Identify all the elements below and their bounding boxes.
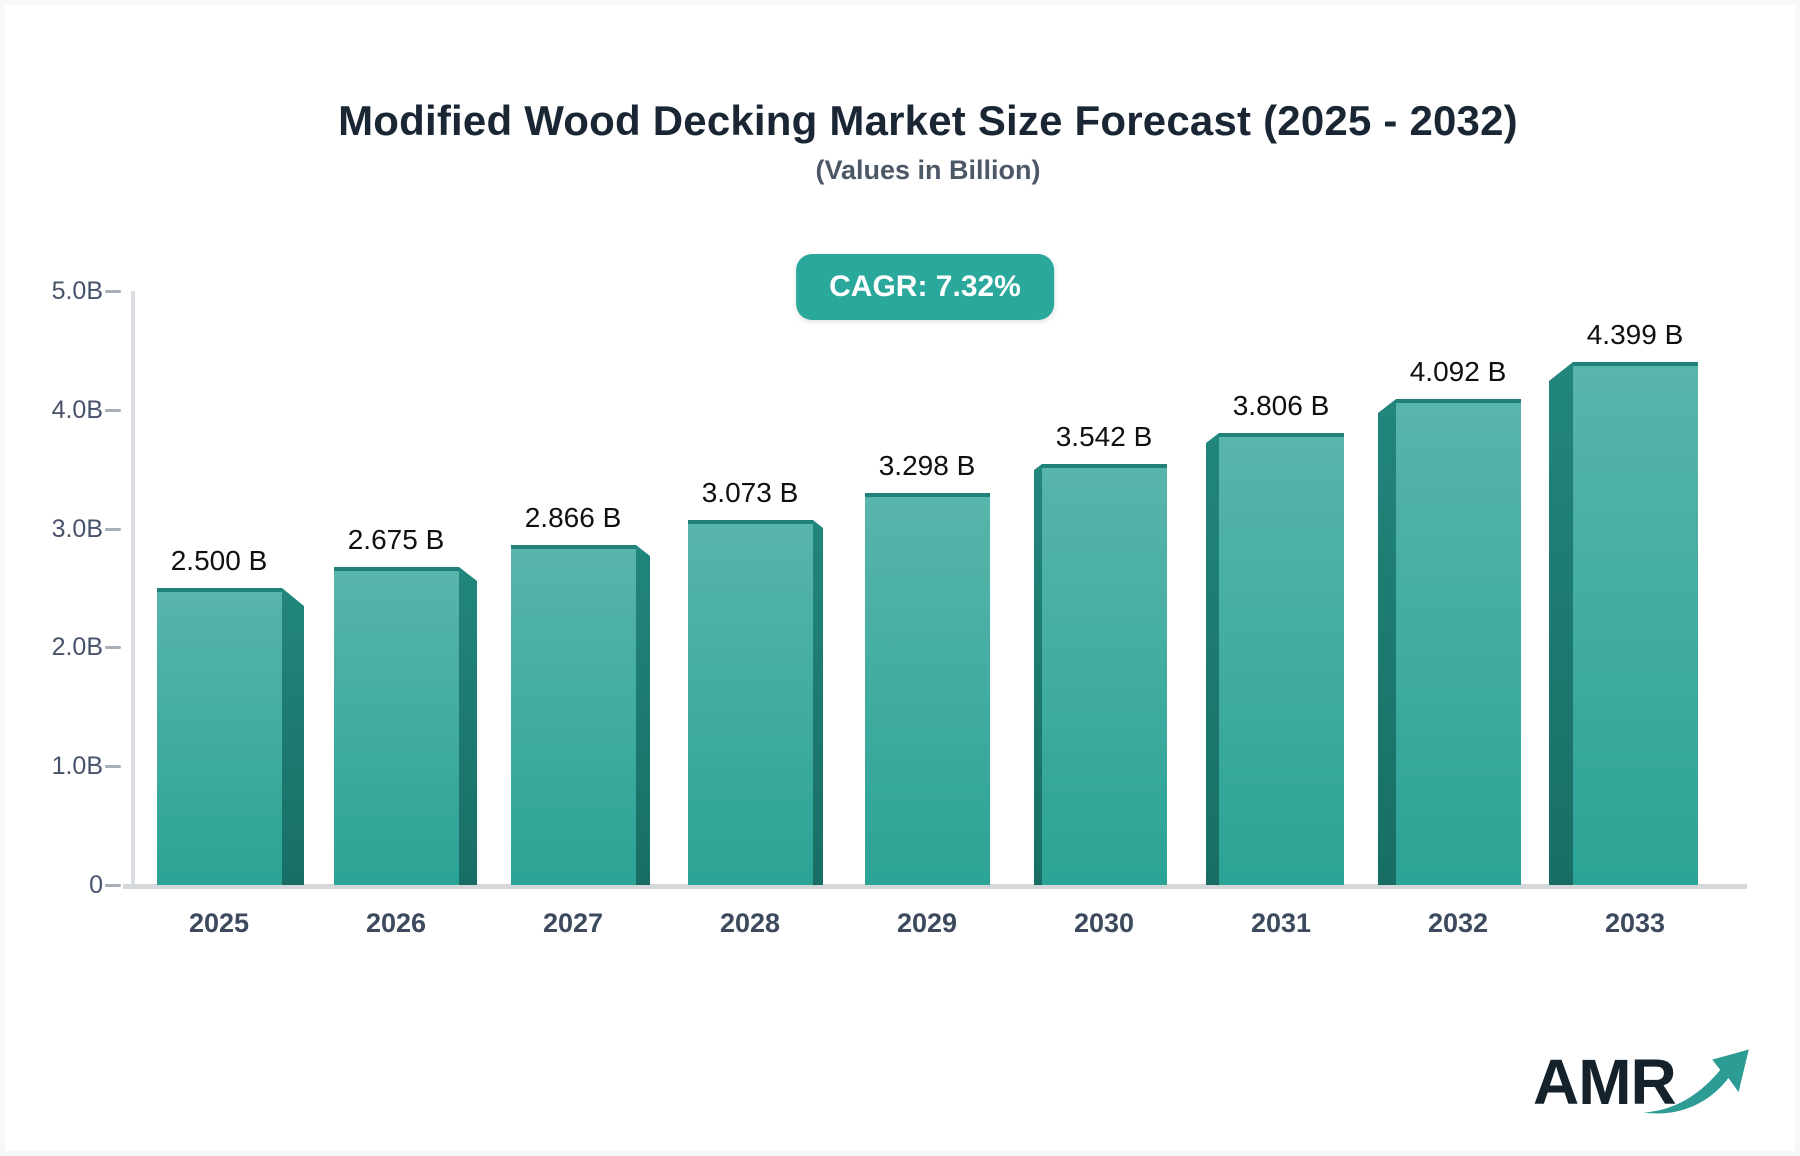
y-tick-label: 5.0B (51, 277, 103, 305)
bar-chart: 5.0B 4.0B 3.0B 2.0B 1.0B 0 2.500 B 2025 2.675 B 2… (5, 5, 1795, 1151)
x-tick-label-2032: 2032 (1427, 908, 1489, 938)
bar-3d-side-2026 (459, 567, 477, 885)
trend-up-arrow-icon (1643, 1049, 1749, 1114)
value-label-2029: 3.298 B (878, 450, 976, 481)
value-label-2030: 3.542 B (1055, 421, 1153, 452)
bar-2026 (334, 567, 459, 885)
bar-2031 (1219, 433, 1344, 885)
x-tick-label-2028: 2028 (719, 908, 781, 938)
value-label-2033: 4.399 B (1586, 319, 1684, 350)
x-tick-label-2033: 2033 (1604, 908, 1666, 938)
y-tick-mark (105, 290, 121, 293)
bar-2025 (157, 588, 282, 885)
chart-canvas: Modified Wood Decking Market Size Foreca… (5, 5, 1795, 1151)
bar-3d-side-2027 (636, 545, 650, 885)
y-tick-mark (105, 409, 121, 412)
x-tick-label-2027: 2027 (542, 908, 604, 938)
amr-logo: AMR (1533, 1045, 1783, 1129)
bar-2032 (1396, 399, 1521, 885)
value-label-2025: 2.500 B (170, 545, 268, 576)
bar-2030 (1042, 464, 1167, 885)
y-tick-label: 3.0B (51, 515, 103, 543)
bar-3d-side-2025 (282, 588, 304, 885)
y-tick-label: 4.0B (51, 396, 103, 424)
y-tick-label: 2.0B (51, 633, 103, 661)
value-label-2027: 2.866 B (524, 502, 622, 533)
y-tick-label: 0 (89, 871, 103, 899)
y-tick-mark (105, 528, 121, 531)
x-tick-label-2026: 2026 (365, 908, 427, 938)
y-tick-label: 1.0B (51, 752, 103, 780)
bar-3d-side-2031 (1206, 433, 1219, 885)
value-label-2032: 4.092 B (1409, 356, 1507, 387)
bar-2033 (1573, 362, 1698, 885)
bar-3d-side-2030 (1034, 464, 1042, 885)
x-tick-label-2030: 2030 (1073, 908, 1135, 938)
amr-logo-text: AMR (1533, 1046, 1677, 1118)
x-tick-label-2025: 2025 (188, 908, 250, 938)
x-tick-label-2029: 2029 (896, 908, 958, 938)
y-tick-mark (105, 884, 121, 887)
value-label-2028: 3.073 B (701, 477, 799, 508)
chart-title: Modified Wood Decking Market Size Foreca… (338, 97, 1518, 144)
bar-2028 (688, 520, 813, 885)
y-tick-mark (105, 646, 121, 649)
bar-2027 (511, 545, 636, 885)
chart-subtitle: (Values in Billion) (815, 155, 1041, 185)
cagr-badge: CAGR: 7.32% (796, 254, 1054, 320)
bar-3d-side-2032 (1378, 399, 1396, 885)
value-label-2031: 3.806 B (1232, 390, 1330, 421)
y-tick-mark (105, 765, 121, 768)
bar-3d-side-2028 (813, 520, 823, 885)
bar-3d-side-2033 (1549, 362, 1573, 885)
value-label-2026: 2.675 B (347, 524, 445, 555)
bar-2029 (865, 493, 990, 885)
y-axis-line (131, 291, 135, 888)
x-tick-label-2031: 2031 (1250, 908, 1312, 938)
x-axis-line (123, 884, 1747, 889)
